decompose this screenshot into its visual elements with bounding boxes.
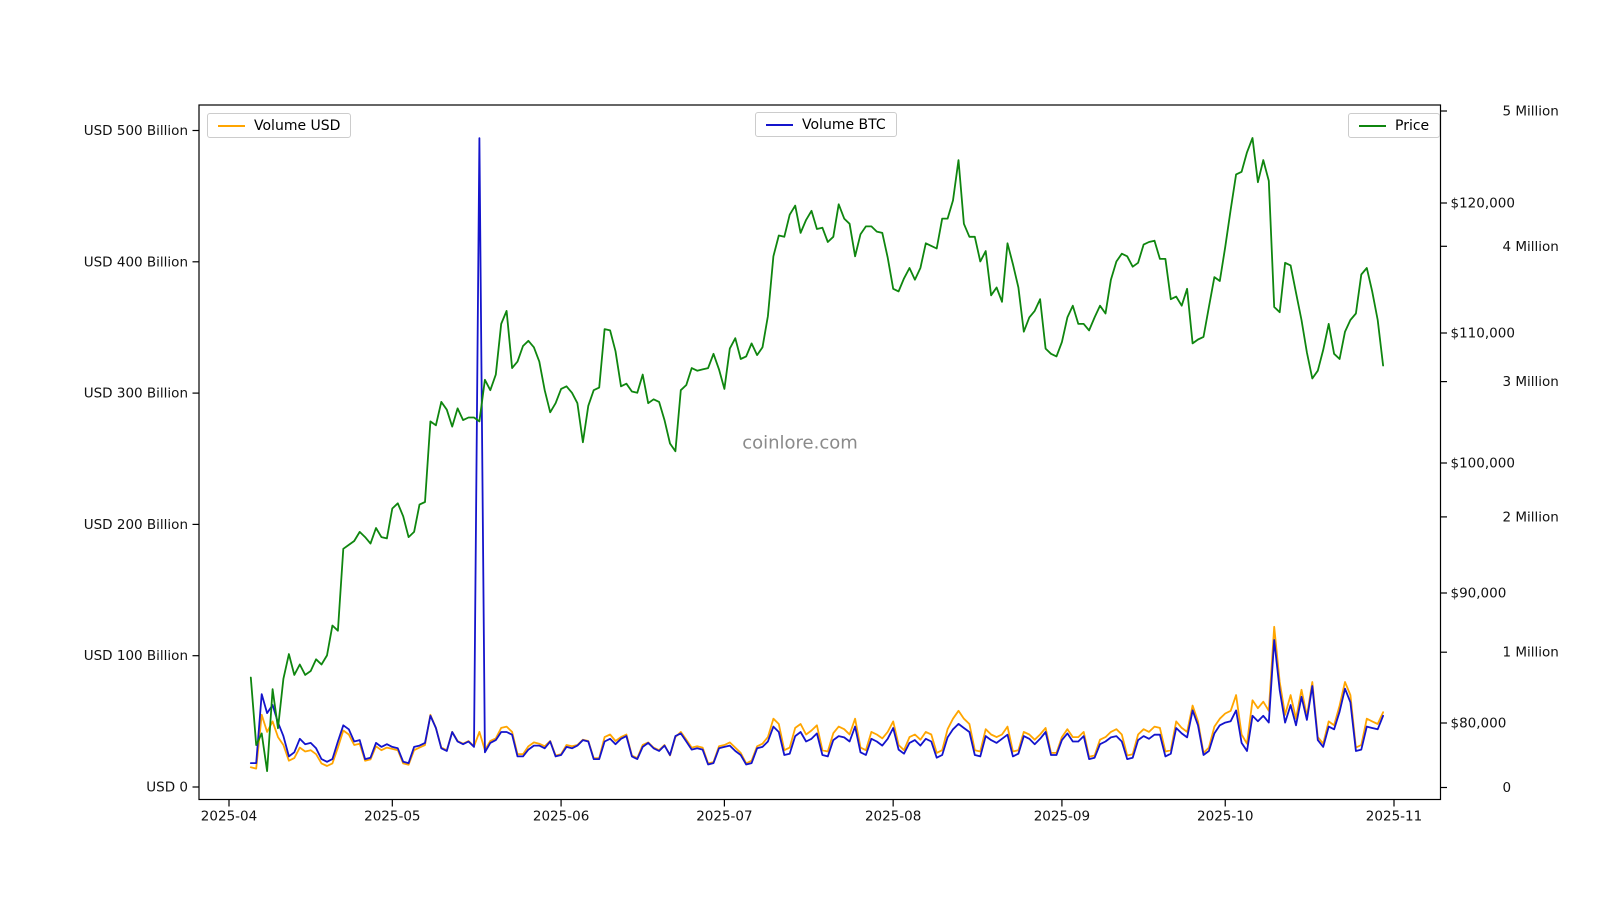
right-price-axis-tick-label: $110,000 [1451, 326, 1515, 342]
x-axis-tick-label: 2025-11 [1366, 809, 1422, 825]
right-btc-axis-tick-label: 1 Million [1503, 645, 1559, 661]
right-btc-axis-tick-label: 0 [1503, 780, 1512, 796]
series-line-price [249, 137, 1384, 772]
right-btc-axis-tick-label: 5 Million [1503, 104, 1559, 120]
volume-btc-line-sample-icon [766, 123, 793, 126]
legend-price-label: Price [1395, 117, 1430, 134]
left-axis-tick-label: USD 0 [146, 780, 188, 796]
x-axis-tick-label: 2025-05 [364, 809, 420, 825]
left-axis-tick-label: USD 200 Billion [84, 517, 188, 533]
volume-usd-line-sample-icon [218, 124, 245, 127]
x-axis-tick-label: 2025-04 [201, 809, 257, 825]
legend-volume-btc: Volume BTC [755, 112, 897, 137]
x-axis-tick-label: 2025-06 [533, 809, 589, 825]
left-axis-tick-label: USD 100 Billion [84, 648, 188, 664]
right-price-axis-tick-label: $100,000 [1451, 456, 1515, 472]
right-btc-axis-tick-label: 3 Million [1503, 374, 1559, 390]
right-price-axis-tick-label: $120,000 [1451, 196, 1515, 212]
legend-volume-usd: Volume USD [207, 113, 352, 138]
x-axis-tick-label: 2025-10 [1197, 809, 1253, 825]
legend-price: Price [1348, 113, 1441, 138]
left-axis-tick-label: USD 400 Billion [84, 254, 188, 270]
right-btc-axis-tick-label: 2 Million [1503, 509, 1559, 525]
series-line-volume-btc [249, 137, 1384, 766]
legend-volume-btc-label: Volume BTC [802, 116, 886, 133]
left-axis-tick-label: USD 500 Billion [84, 123, 188, 139]
x-axis-tick-label: 2025-09 [1034, 809, 1090, 825]
x-axis-tick-label: 2025-07 [696, 809, 752, 825]
right-btc-axis-tick-label: 4 Million [1503, 239, 1559, 255]
x-axis-tick-label: 2025-08 [865, 809, 921, 825]
price-line-sample-icon [1359, 124, 1386, 127]
series-line-volume-usd [249, 625, 1384, 770]
right-price-axis-tick-label: $90,000 [1451, 586, 1507, 602]
watermark: coinlore.com [742, 432, 858, 454]
right-price-axis-tick-label: $80,000 [1451, 716, 1507, 732]
plot-frame [198, 104, 1442, 801]
legend-volume-usd-label: Volume USD [254, 117, 341, 134]
left-axis-tick-label: USD 300 Billion [84, 386, 188, 402]
